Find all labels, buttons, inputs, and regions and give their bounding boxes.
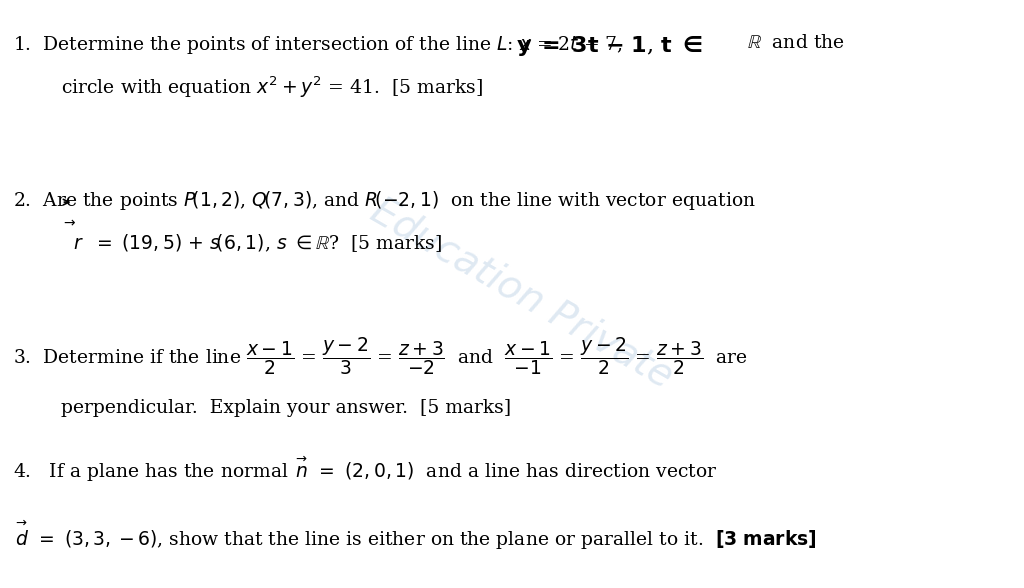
Text: 3.  Determine if the line $\dfrac{x-1}{2}$ = $\dfrac{y-2}{3}$ = $\dfrac{z+3}{-2}: 3. Determine if the line $\dfrac{x-1}{2}…: [13, 335, 749, 377]
Text: circle with equation $x^2 + y^2$ = 41.  [5 marks]: circle with equation $x^2 + y^2$ = 41. […: [61, 75, 483, 100]
Text: $r$  $=$ $\left(19,5\right)$ $+$ $s\!\left(6,1\right)$, $s$ $\in\mathbb{R}$?  [5: $r$ $=$ $\left(19,5\right)$ $+$ $s\!\lef…: [74, 232, 442, 255]
Text: $\mathbb{R}$  and the: $\mathbb{R}$ and the: [748, 34, 845, 52]
Text: $\mathbf{y}$ $\mathbf{=}$ $\mathbf{3}$$\mathit{\mathbf{t}}$ $\mathbf{-}$ $\mathb: $\mathbf{y}$ $\mathbf{=}$ $\mathbf{3}$$\…: [516, 34, 702, 58]
Text: perpendicular.  Explain your answer.  [5 marks]: perpendicular. Explain your answer. [5 m…: [61, 399, 512, 417]
Text: Education Private: Education Private: [365, 192, 680, 396]
Text: 1.  Determine the points of intersection of the line $L$: $x$ = 2$t$ + 7,: 1. Determine the points of intersection …: [13, 34, 626, 56]
Text: 2.  Are the points $P\!\left(1,2\right)$, $Q\!\left(7,3\right)$, and $R\!\left(-: 2. Are the points $P\!\left(1,2\right)$,…: [13, 189, 756, 212]
Text: $\rightarrow$: $\rightarrow$: [61, 215, 77, 229]
Text: $\overset{\rightarrow}{d}$ $=$ $\left(3,3,-6\right)$, show that the line is eith: $\overset{\rightarrow}{d}$ $=$ $\left(3,…: [13, 519, 817, 553]
Text: 4.   If a plane has the normal $\overset{\rightarrow}{n}$ $=$ $\left(2,0,1\right: 4. If a plane has the normal $\overset{\…: [13, 455, 718, 485]
